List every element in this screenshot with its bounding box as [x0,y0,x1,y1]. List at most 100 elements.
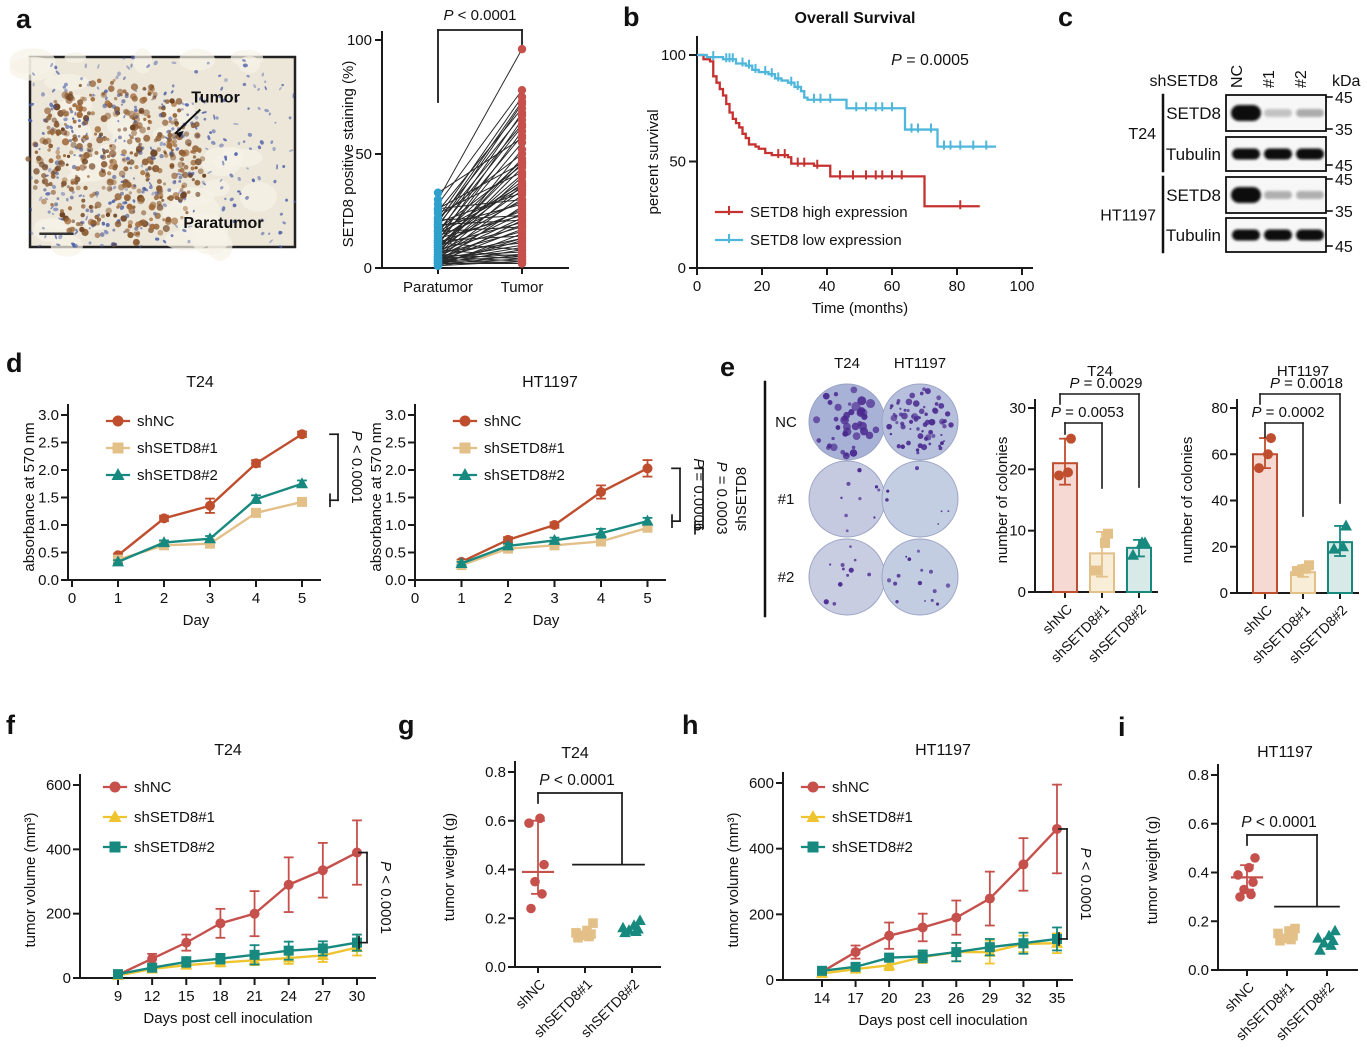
y-axis-label: tumor weight (g) [1144,816,1161,924]
svg-text:HT1197: HT1197 [1100,208,1156,225]
y-axis: 0.0 0.5 1.0 1.5 2.0 2.5 3.0 [385,404,416,589]
svg-text:1.5: 1.5 [38,490,59,507]
svg-text:Tubulin: Tubulin [1166,145,1221,164]
svg-text:P < 0.0001: P < 0.0001 [1241,814,1316,831]
kda-markers: 45 [1325,239,1353,256]
y-axis-label: absorbance at 570 nm [21,422,38,571]
svg-text:2.0: 2.0 [38,462,59,479]
svg-text:shNC: shNC [137,413,175,430]
x-axis-label: Day [183,612,210,629]
svg-text:T24: T24 [186,374,214,391]
svg-text:NC: NC [1229,65,1246,88]
survival-chart: Overall Survival 0 50 100 percent survival 0 2… [645,10,1035,317]
series-shNC [113,819,362,980]
km-series-1 [697,51,996,150]
svg-text:4: 4 [252,590,260,607]
svg-text:P < 0.0001: P < 0.0001 [377,861,394,934]
y-axis-label: tumor volume (mm³) [22,812,39,947]
svg-text:shNC: shNC [1221,979,1257,1015]
dots-shSETD8#2 [617,914,646,938]
svg-text:600: 600 [749,775,774,792]
svg-text:absorbance at 570 nm: absorbance at 570 nm [21,422,38,571]
svg-text:200: 200 [749,906,774,923]
pair-lines [437,48,523,267]
svg-text:shNC: shNC [1239,602,1275,638]
svg-text:60: 60 [1211,446,1228,463]
svg-text:0.2: 0.2 [485,910,506,927]
mean-error [521,819,555,895]
svg-text:0: 0 [766,972,774,989]
svg-text:T24: T24 [214,742,242,759]
significance-bracket: P = 0.0053 [1051,404,1124,489]
blot-HT1197-SETD8: SETD8 45 35 [1166,172,1353,221]
svg-text:26: 26 [948,990,965,1007]
svg-text:2.5: 2.5 [385,435,406,452]
svg-text:1: 1 [457,590,465,607]
svg-text:45: 45 [1335,90,1353,107]
significance-bracket: P < 0.0001 [329,431,365,508]
svg-text:1.0: 1.0 [38,517,59,534]
chart-title: Overall Survival [795,10,916,27]
y-axis-label: tumor volume (mm³) [725,812,742,947]
panel-h-label: h [682,710,699,740]
bar-shNC [1252,433,1278,594]
svg-text:Days post cell inoculation: Days post cell inoculation [858,1012,1027,1029]
bar-shSETD8#1 [1290,560,1316,594]
svg-text:P = 0.0003: P = 0.0003 [713,462,730,535]
svg-text:shSETD8: shSETD8 [1150,73,1219,90]
blot-T24-Tubulin: Tubulin 45 [1166,136,1353,175]
significance-bracket: P = 0.0029 [1059,375,1143,488]
x-axis-label: Days post cell inoculation [858,1012,1027,1029]
blot-T24-SETD8: SETD8 45 35 [1166,90,1353,139]
svg-text:15: 15 [178,988,195,1005]
significance-bracket: P < 0.0001 [1058,828,1094,946]
significance-bracket: P < 0.0001 [537,772,645,866]
svg-text:#2: #2 [1293,70,1310,88]
svg-text:NC: NC [775,414,797,431]
legend: shNC shSETD8#1 shSETD8#2 [452,413,565,484]
legend: SETD8 high expression SETD8 low expressio… [714,204,908,249]
x-axis: 0 1 2 3 4 5 [67,579,321,607]
svg-text:Day: Day [533,612,560,629]
chart-title: HT1197 [915,742,971,759]
panel-e-label: e [720,352,736,382]
ihc-image: Tumor Paratumor [9,48,297,261]
svg-text:0: 0 [364,260,372,277]
svg-text:shSETD8#2: shSETD8#2 [484,467,565,484]
svg-text:3.0: 3.0 [38,407,59,424]
svg-text:shNC: shNC [134,779,172,796]
y-axis: 0 200 400 600 [749,772,784,989]
svg-text:HT1197: HT1197 [1257,744,1313,761]
dish-#2-HT1197 [881,538,959,616]
svg-text:SETD8 high expression: SETD8 high expression [750,204,908,221]
y-axis: 0.0 0.2 0.4 0.6 0.8 [485,761,516,976]
bar-shNC [1052,433,1078,593]
western-blot: shSETD8 NC #1 #2 kDaT24SETD84535Tubulin45HT1… [1100,65,1361,256]
bar-shSETD8#1 [1089,528,1115,593]
svg-text:HT1197: HT1197 [1277,363,1329,380]
lane-header: shSETD8 NC #1 #2 kDa [1150,65,1361,90]
tumor-volume-t24: T24 0 200 400 600 tumor volume (mm³) 9 12 15 18 21… [22,742,394,1027]
svg-text:shSETD8#2: shSETD8#2 [832,839,913,856]
svg-text:1: 1 [114,590,122,607]
x-axis-label: Time (months) [812,300,908,317]
svg-text:Tubulin: Tubulin [1166,226,1221,245]
svg-text:T24: T24 [1128,126,1156,143]
svg-text:0: 0 [63,970,71,987]
chart-title: HT1197 [522,374,578,391]
svg-text:SETD8 low expression: SETD8 low expression [750,232,902,249]
svg-text:18: 18 [212,988,229,1005]
svg-text:1.5: 1.5 [385,490,406,507]
svg-text:SETD8: SETD8 [1166,186,1221,205]
y-axis: 0 20 40 60 80 [1211,399,1238,602]
svg-text:tumor volume (mm³): tumor volume (mm³) [22,812,39,947]
svg-text:80: 80 [949,278,966,295]
panel-i-label: i [1118,712,1126,742]
dish-NC-HT1197 [881,383,959,461]
svg-text:SETD8: SETD8 [1166,104,1221,123]
svg-text:shNC: shNC [832,779,870,796]
